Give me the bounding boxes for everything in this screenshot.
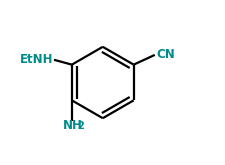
Text: CN: CN [156, 48, 175, 61]
Text: EtNH: EtNH [20, 53, 53, 66]
Text: 2: 2 [77, 121, 84, 131]
Text: NH: NH [63, 119, 82, 132]
